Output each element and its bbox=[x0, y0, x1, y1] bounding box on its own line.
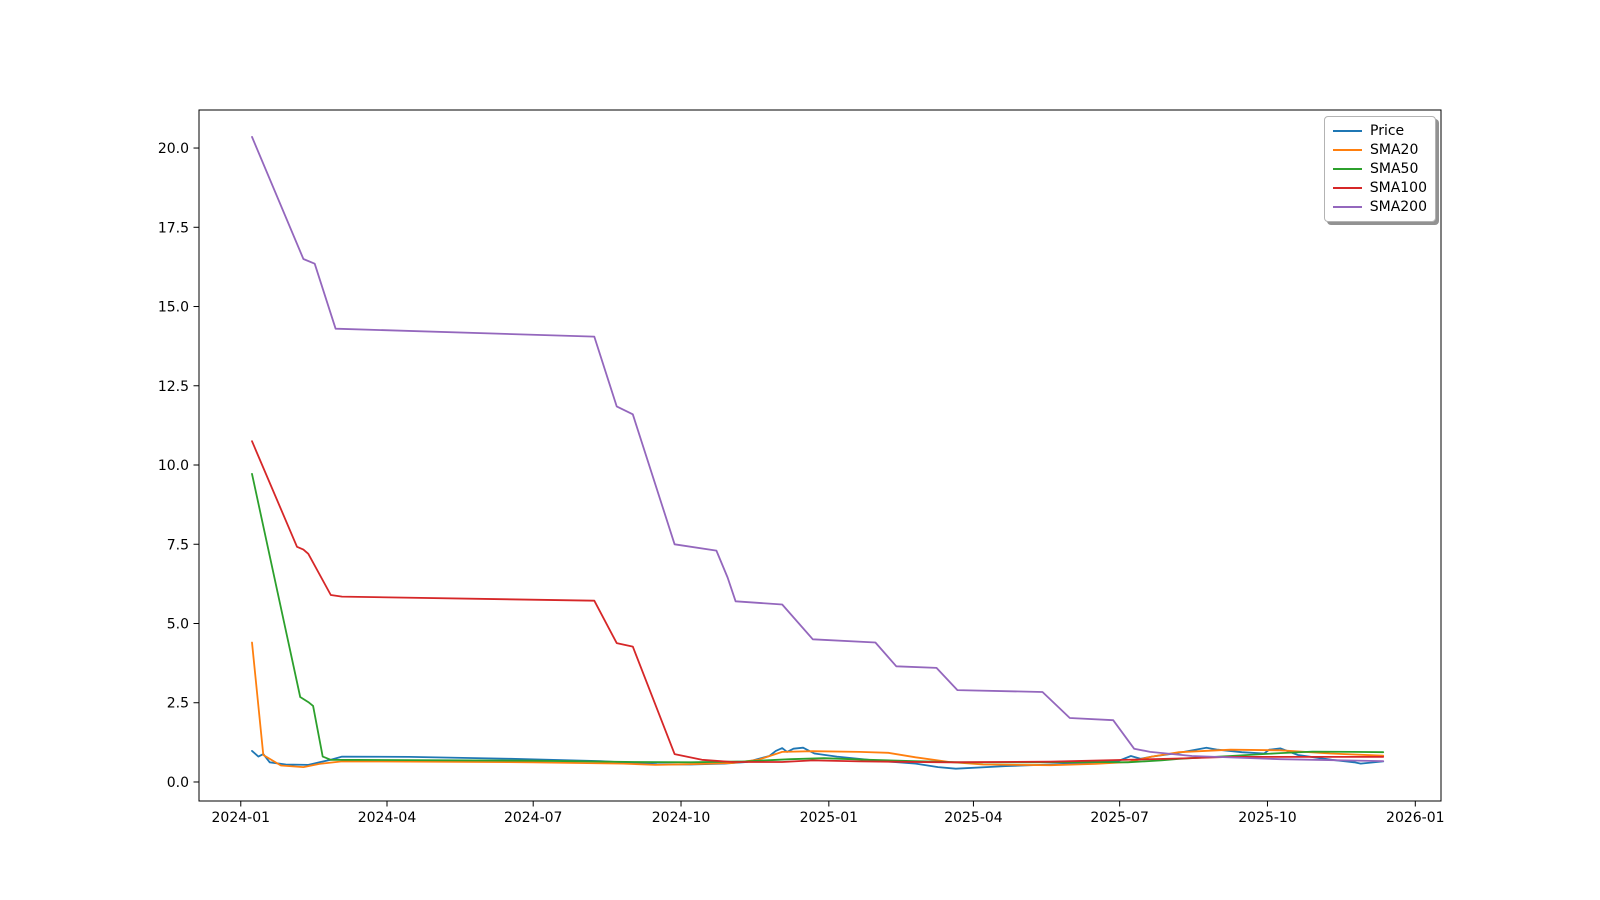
y-tick-label: 5.0 bbox=[167, 616, 189, 632]
x-tick-label: 2024-04 bbox=[358, 810, 417, 826]
legend-entry-sma200: SMA200 bbox=[1333, 200, 1427, 214]
plot-frame bbox=[198, 109, 1442, 802]
legend-label: SMA20 bbox=[1370, 141, 1419, 158]
y-tick-label: 2.5 bbox=[167, 696, 189, 712]
legend-label: SMA100 bbox=[1369, 180, 1427, 197]
y-tick-label: 10.0 bbox=[158, 458, 189, 474]
legend-entry-price: Price bbox=[1333, 124, 1427, 138]
x-tick-label: 2025-01 bbox=[800, 810, 859, 826]
legend-label: Price bbox=[1370, 122, 1405, 139]
x-tick-label: 2024-10 bbox=[652, 810, 711, 826]
legend-line-swatch bbox=[1333, 148, 1362, 151]
legend-label: SMA200 bbox=[1369, 199, 1427, 216]
x-tick-label: 2025-04 bbox=[944, 810, 1003, 826]
x-tick-label: 2025-10 bbox=[1238, 810, 1297, 826]
x-tick-label: 2024-07 bbox=[504, 810, 563, 826]
legend-label: SMA50 bbox=[1370, 160, 1419, 177]
y-tick-label: 0.0 bbox=[167, 775, 189, 791]
series-line-price bbox=[251, 746, 1385, 770]
y-tick-label: 15.0 bbox=[158, 300, 189, 316]
x-tick-label: 2024-01 bbox=[212, 810, 271, 826]
legend-entry-sma20: SMA20 bbox=[1333, 143, 1427, 157]
legend-entry-sma50: SMA50 bbox=[1333, 162, 1427, 176]
x-tick-label: 2026-01 bbox=[1386, 810, 1445, 826]
series-line-sma200 bbox=[251, 135, 1385, 762]
y-tick-label: 12.5 bbox=[158, 379, 189, 395]
legend-entry-sma100: SMA100 bbox=[1333, 181, 1427, 195]
series-line-sma20 bbox=[251, 641, 1385, 768]
legend-line-swatch bbox=[1333, 167, 1362, 170]
legend-line-swatch bbox=[1333, 129, 1362, 132]
y-tick-label: 7.5 bbox=[167, 537, 189, 553]
series-line-sma100 bbox=[251, 440, 1385, 764]
legend-line-swatch bbox=[1333, 187, 1362, 190]
legend-line-swatch bbox=[1333, 206, 1362, 209]
y-tick-label: 17.5 bbox=[158, 220, 189, 236]
legend: Price SMA20 SMA50 SMA100 SMA200 bbox=[1324, 116, 1436, 222]
x-tick-label: 2025-07 bbox=[1090, 810, 1149, 826]
y-tick-label: 20.0 bbox=[158, 141, 189, 157]
series-line-sma50 bbox=[251, 472, 1385, 764]
